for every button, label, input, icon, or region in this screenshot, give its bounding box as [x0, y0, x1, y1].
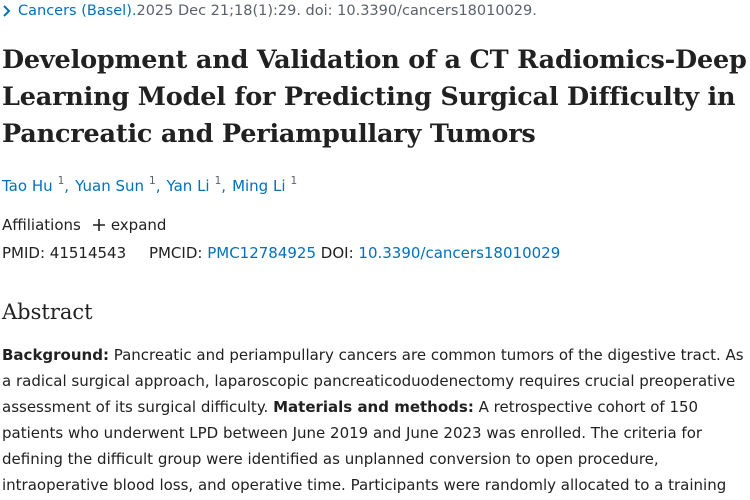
- author: Yuan Sun 1: [75, 175, 166, 195]
- chevron-icon[interactable]: [2, 5, 12, 17]
- pmcid-label: PMCID:: [148, 244, 208, 262]
- abstract-segment: Background:: [2, 346, 109, 364]
- affiliation-number[interactable]: 1: [57, 175, 65, 187]
- doi-link[interactable]: 10.3390/cancers18010029: [358, 244, 561, 262]
- author-link[interactable]: Ming Li: [232, 177, 286, 195]
- affiliations-label: Affiliations: [2, 216, 81, 234]
- article-title: Development and Validation of a CT Radio…: [2, 45, 747, 149]
- pmcid-link[interactable]: PMC12784925: [207, 244, 317, 262]
- expand-toggle[interactable]: expand: [110, 216, 167, 234]
- abstract-heading: Abstract: [2, 300, 93, 324]
- pmid-label: PMID:: [2, 244, 50, 262]
- author: Yan Li 1: [166, 175, 233, 195]
- abstract-segment: Pancreatic and periampullary cancers are…: [2, 346, 744, 416]
- abstract-text: Background: Pancreatic and periampullary…: [2, 342, 748, 500]
- citation-details: 2025 Dec 21;18(1):29. doi: 10.3390/cance…: [136, 3, 537, 19]
- affiliation-number[interactable]: 1: [149, 175, 156, 187]
- affiliation-number[interactable]: 1: [214, 175, 222, 187]
- abstract-segment: A retrospective cohort of 150 patients w…: [2, 398, 727, 494]
- author-link[interactable]: Yan Li: [166, 177, 210, 195]
- pmid-value: 41514543: [49, 244, 127, 262]
- identifiers: PMID: 41514543 PMCID: PMC12784925 DOI: 1…: [2, 244, 560, 262]
- author: Tao Hu 1: [2, 175, 75, 195]
- journal-link[interactable]: Cancers (Basel).: [18, 3, 137, 19]
- author: Ming Li 1: [232, 175, 298, 195]
- abstract-segment: Materials and methods:: [273, 398, 474, 416]
- author-link[interactable]: Tao Hu: [2, 177, 53, 195]
- author-link[interactable]: Yuan Sun: [75, 177, 145, 195]
- affiliations: Affiliations expand: [2, 216, 166, 234]
- plus-icon[interactable]: [92, 219, 105, 231]
- author-list: Tao Hu 1 Yuan Sun 1 Yan Li 1 Ming Li 1: [2, 175, 298, 195]
- citation: Cancers (Basel). 2025 Dec 21;18(1):29. d…: [2, 3, 537, 19]
- affiliation-number[interactable]: 1: [290, 175, 298, 187]
- doi-label: DOI:: [320, 244, 359, 262]
